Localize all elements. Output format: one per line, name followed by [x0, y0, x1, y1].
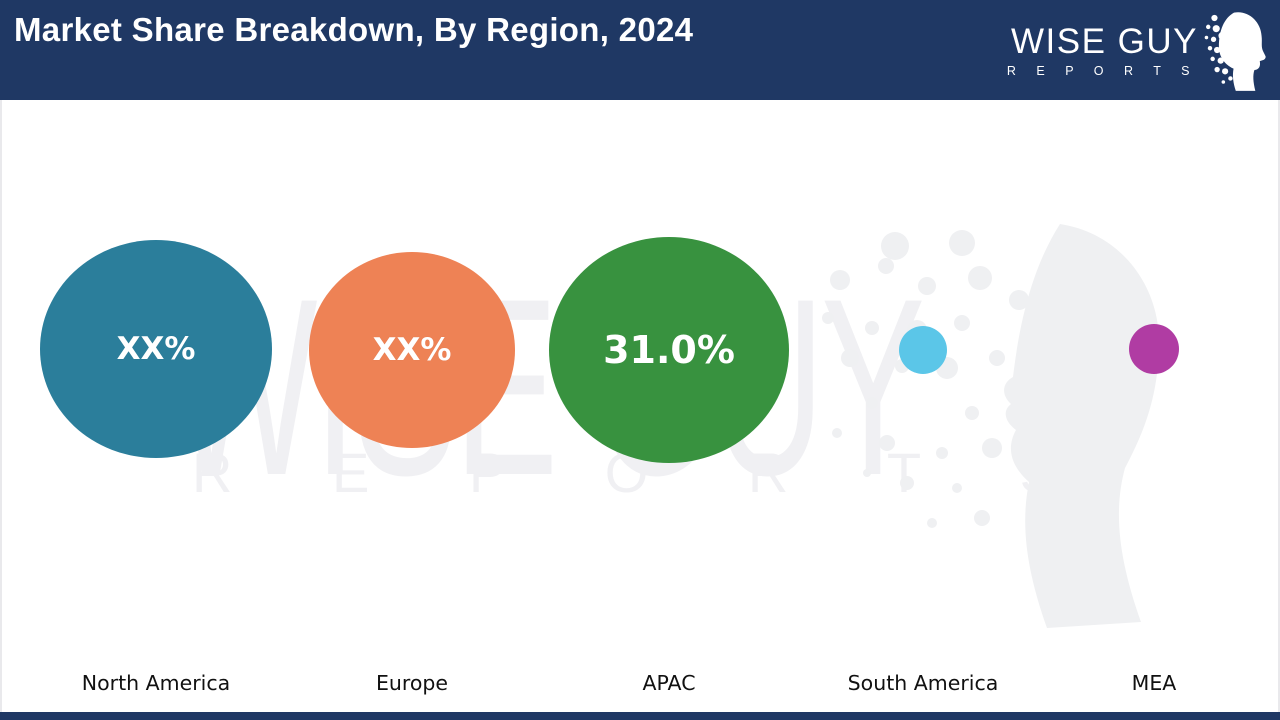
- chart-area: WISE GUY R E P O R T S XX% XX% 31.0% North…: [0, 100, 1280, 712]
- watermark-head-icon: [822, 224, 1160, 628]
- region-label-north-america: North America: [81, 671, 231, 695]
- header-bar: Market Share Breakdown, By Region, 2024 …: [0, 0, 1280, 100]
- bubble-europe: XX%: [309, 252, 515, 448]
- bubble-apac: 31.0%: [549, 237, 789, 463]
- wiseguy-logo: WISE GUY R E P O R T S: [1007, 6, 1266, 94]
- logo-wordmark-line1: WISE GUY: [1010, 21, 1198, 61]
- logo-wordmark-line2: R E P O R T S: [1006, 63, 1198, 78]
- logo-wordmark: WISE GUY R E P O R T S: [1006, 21, 1198, 78]
- footer-bar: [0, 712, 1280, 720]
- region-label-south-america: South America: [847, 671, 999, 695]
- bubble-value-label: 31.0%: [603, 328, 735, 372]
- bubble-mea: [1129, 324, 1179, 374]
- bubble-value-label: XX%: [116, 331, 196, 367]
- bubble-north-america: XX%: [40, 240, 272, 458]
- watermark-wordmark: WISE GUY: [170, 247, 925, 528]
- logo-head-icon: [1204, 12, 1266, 91]
- bubble-value-label: XX%: [372, 332, 452, 368]
- region-label-apac: APAC: [642, 671, 696, 695]
- region-label-mea: MEA: [1131, 671, 1177, 695]
- bubble-south-america: [899, 326, 947, 374]
- page-title: Market Share Breakdown, By Region, 2024: [14, 11, 694, 48]
- region-label-europe: Europe: [375, 671, 449, 695]
